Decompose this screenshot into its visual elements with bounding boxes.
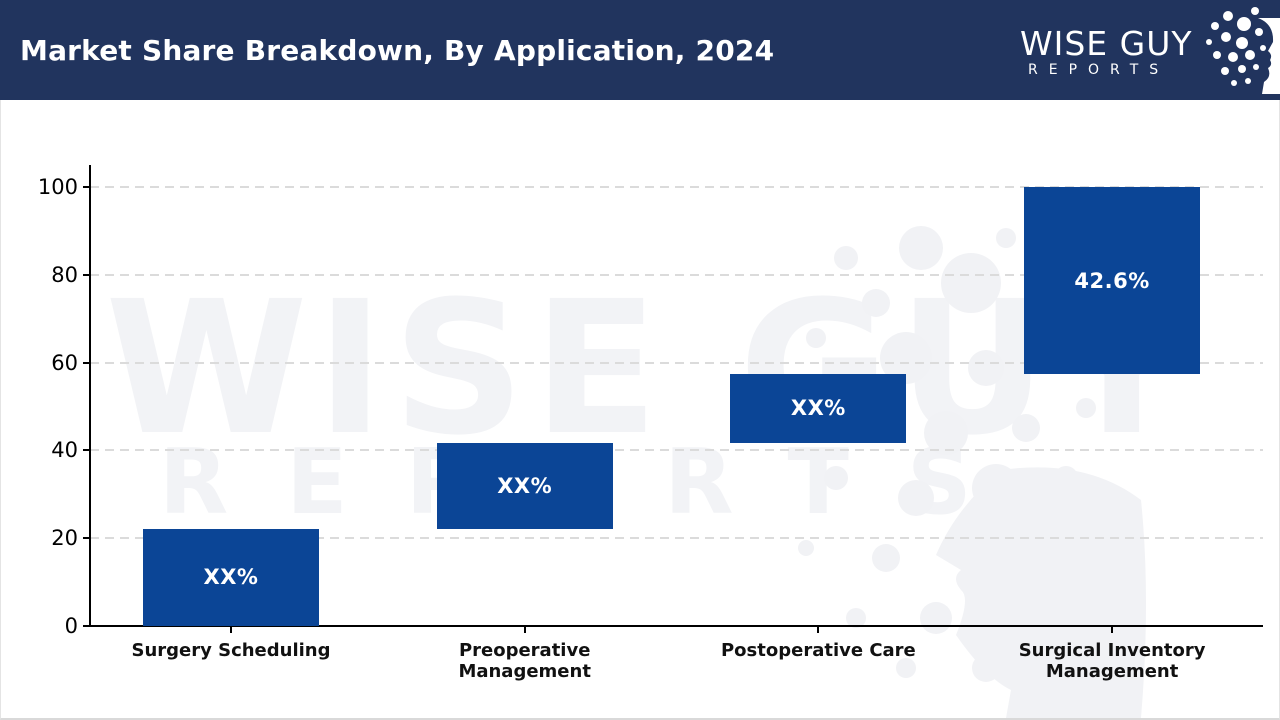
logo-subtext: REPORTS (1028, 62, 1170, 78)
bar-segment: XX% (143, 528, 319, 626)
y-tick-mark (83, 537, 90, 540)
x-category-label: Postoperative Care (720, 640, 916, 661)
y-tick-mark (83, 361, 90, 364)
page-title: Market Share Breakdown, By Application, … (20, 33, 775, 67)
x-tick-mark (1111, 626, 1114, 633)
y-tick-label: 0 (64, 614, 78, 638)
x-category-label: Preoperative Management (458, 640, 591, 682)
y-tick-mark (83, 449, 90, 452)
y-tick-mark (83, 273, 90, 276)
dotted-head-profile-icon (1206, 7, 1280, 94)
gridline (90, 537, 1263, 540)
bar-segment: XX% (436, 442, 613, 529)
gridline (90, 273, 1263, 276)
bar-value-label: 42.6% (1074, 268, 1150, 293)
logo-wordmark: WISE GUY (1020, 24, 1193, 63)
y-tick-mark (83, 186, 90, 188)
y-tick-label: 40 (51, 438, 78, 463)
header-band: Market Share Breakdown, By Application, … (0, 0, 1280, 100)
bar-value-label: XX% (790, 396, 846, 421)
watermark-wordmark: WISE GUY (105, 262, 1197, 476)
chart-canvas: WISE GUY REPORTS 020406080100XX%Surgery … (0, 100, 1280, 720)
bar-segment: XX% (730, 374, 907, 443)
y-tick-label: 60 (51, 350, 78, 375)
x-axis-spine (89, 625, 1263, 627)
x-tick-mark (230, 626, 232, 633)
y-tick-label: 100 (37, 175, 78, 199)
y-tick-label: 20 (51, 526, 78, 551)
x-category-label: Surgical Inventory Management (1018, 640, 1206, 682)
y-axis-spine (89, 165, 91, 626)
gridline (90, 449, 1263, 452)
x-category-label: Surgery Scheduling (131, 640, 331, 661)
y-tick-label: 80 (51, 262, 78, 287)
x-tick-mark (817, 626, 820, 633)
y-tick-mark (83, 625, 90, 627)
bar-value-label: XX% (203, 565, 259, 590)
x-tick-mark (523, 626, 526, 633)
bar-segment: 42.6% (1024, 187, 1201, 374)
gridline (90, 361, 1263, 364)
gridline (90, 186, 1263, 188)
bar-value-label: XX% (497, 473, 553, 498)
wise-guy-logo: WISE GUY REPORTS (1020, 0, 1280, 100)
